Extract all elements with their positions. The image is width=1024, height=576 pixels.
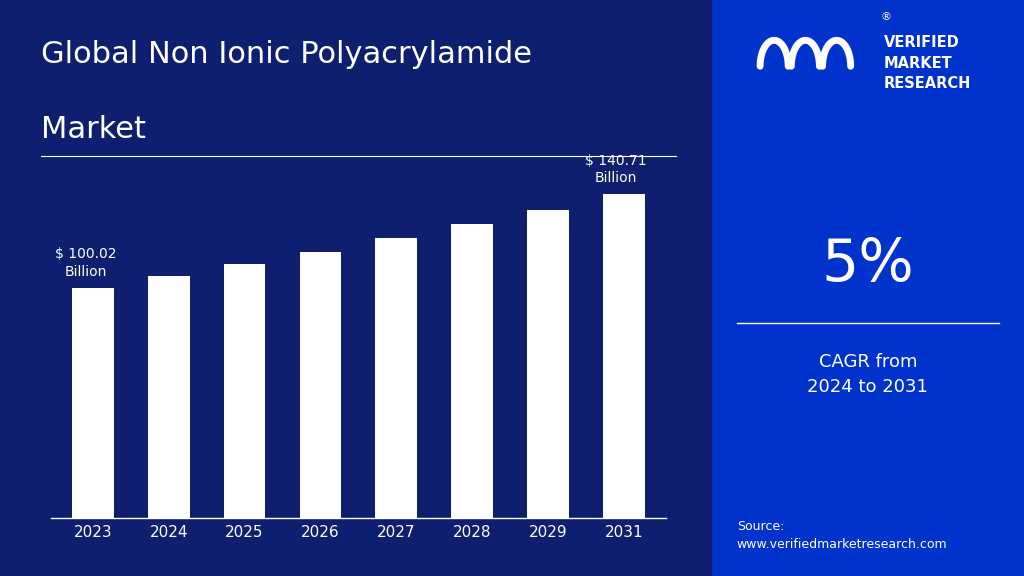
Bar [376,238,417,518]
Text: $ 140.71
Billion: $ 140.71 Billion [586,154,647,185]
Bar [527,210,569,518]
Text: VERIFIED
MARKET
RESEARCH: VERIFIED MARKET RESEARCH [884,36,971,91]
Text: ®: ® [881,12,891,22]
Bar [224,264,265,518]
Bar [603,194,645,518]
Text: $ 100.02
Billion: $ 100.02 Billion [54,248,116,279]
Text: Source:
www.verifiedmarketresearch.com: Source: www.verifiedmarketresearch.com [736,520,947,551]
FancyBboxPatch shape [712,0,1024,576]
FancyBboxPatch shape [0,0,712,576]
Text: 5%: 5% [821,237,914,293]
Text: CAGR from
2024 to 2031: CAGR from 2024 to 2031 [807,353,929,396]
Bar [452,224,493,518]
Text: Market: Market [41,115,146,144]
Bar [300,252,341,518]
Bar [72,288,114,518]
Bar [147,276,189,518]
Text: Global Non Ionic Polyacrylamide: Global Non Ionic Polyacrylamide [41,40,531,69]
